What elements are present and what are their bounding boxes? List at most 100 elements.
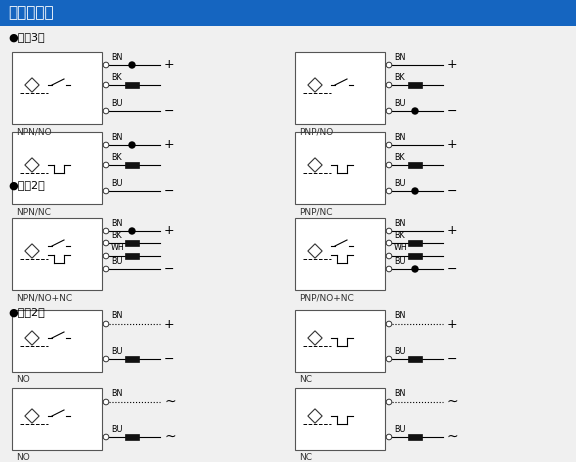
Text: −: − [447, 184, 457, 197]
Text: BU: BU [111, 425, 123, 433]
Circle shape [386, 228, 392, 234]
Text: +: + [164, 139, 175, 152]
Text: BK: BK [394, 73, 404, 81]
Text: WH: WH [394, 243, 408, 253]
Polygon shape [25, 331, 39, 345]
Circle shape [103, 321, 109, 327]
Circle shape [129, 62, 135, 68]
Text: BU: BU [394, 178, 406, 188]
Text: BK: BK [394, 152, 404, 162]
Circle shape [103, 253, 109, 259]
Polygon shape [308, 78, 322, 92]
Polygon shape [308, 409, 322, 423]
Bar [125, 240, 139, 246]
Text: BU: BU [394, 346, 406, 355]
Bar [295, 388, 385, 450]
Text: BU: BU [394, 98, 406, 108]
Circle shape [103, 162, 109, 168]
Text: NPN/NO: NPN/NO [16, 128, 52, 136]
Text: +: + [164, 225, 175, 237]
Text: −: − [164, 262, 175, 275]
Bar [125, 434, 139, 440]
Circle shape [103, 62, 109, 68]
Circle shape [386, 240, 392, 246]
Bar [12, 218, 102, 290]
Circle shape [103, 266, 109, 272]
Circle shape [412, 108, 418, 114]
Text: BN: BN [394, 311, 406, 321]
Text: BK: BK [111, 152, 122, 162]
Text: BN: BN [111, 389, 122, 399]
Text: NC: NC [299, 454, 312, 462]
Circle shape [103, 399, 109, 405]
Bar [408, 82, 422, 88]
Text: NO: NO [16, 454, 30, 462]
Text: NC: NC [299, 376, 312, 384]
Bar [408, 253, 422, 259]
Text: BK: BK [111, 231, 122, 239]
Polygon shape [25, 158, 39, 172]
Text: BN: BN [111, 133, 122, 141]
Text: ●直流2线: ●直流2线 [8, 180, 45, 190]
Text: BU: BU [111, 346, 123, 355]
Text: −: − [447, 104, 457, 117]
Text: +: + [447, 59, 457, 72]
Circle shape [386, 142, 392, 148]
Circle shape [103, 434, 109, 440]
Text: −: − [164, 104, 175, 117]
Bar [408, 240, 422, 246]
Text: BN: BN [111, 53, 122, 61]
Text: BN: BN [394, 133, 406, 141]
Circle shape [386, 253, 392, 259]
Text: +: + [447, 225, 457, 237]
Circle shape [103, 108, 109, 114]
Bar [12, 310, 102, 372]
Text: −: − [447, 262, 457, 275]
Text: BK: BK [111, 73, 122, 81]
Text: BU: BU [111, 178, 123, 188]
Text: WH: WH [111, 243, 125, 253]
Bar [295, 310, 385, 372]
Circle shape [103, 82, 109, 88]
Bar [12, 132, 102, 204]
Bar [295, 218, 385, 290]
Circle shape [386, 321, 392, 327]
Bar [0, 0, 576, 26]
Text: −: − [164, 353, 175, 365]
Text: BU: BU [394, 256, 406, 266]
Circle shape [103, 142, 109, 148]
Circle shape [386, 82, 392, 88]
Text: −: − [447, 353, 457, 365]
Bar [408, 356, 422, 362]
Circle shape [386, 399, 392, 405]
Text: 电气接线图: 电气接线图 [8, 6, 54, 20]
Text: BN: BN [111, 219, 122, 227]
Text: PNP/NO: PNP/NO [299, 128, 334, 136]
Circle shape [386, 266, 392, 272]
Text: ~: ~ [164, 430, 176, 444]
Circle shape [386, 188, 392, 194]
Circle shape [386, 108, 392, 114]
Text: +: + [447, 139, 457, 152]
Text: BK: BK [394, 231, 404, 239]
Circle shape [103, 240, 109, 246]
Text: NO: NO [16, 376, 30, 384]
Text: BU: BU [111, 256, 123, 266]
Circle shape [386, 162, 392, 168]
Text: ●直流3线: ●直流3线 [8, 32, 44, 42]
Text: NPN/NC: NPN/NC [16, 207, 51, 217]
Text: +: + [164, 317, 175, 330]
Bar [125, 253, 139, 259]
Circle shape [386, 434, 392, 440]
Bar [125, 162, 139, 168]
Bar [295, 132, 385, 204]
Text: BN: BN [394, 219, 406, 227]
Text: +: + [164, 59, 175, 72]
Polygon shape [308, 158, 322, 172]
Polygon shape [308, 331, 322, 345]
Bar [12, 388, 102, 450]
Bar [408, 434, 422, 440]
Text: BU: BU [111, 98, 123, 108]
Circle shape [103, 188, 109, 194]
Text: NPN/NO+NC: NPN/NO+NC [16, 293, 72, 303]
